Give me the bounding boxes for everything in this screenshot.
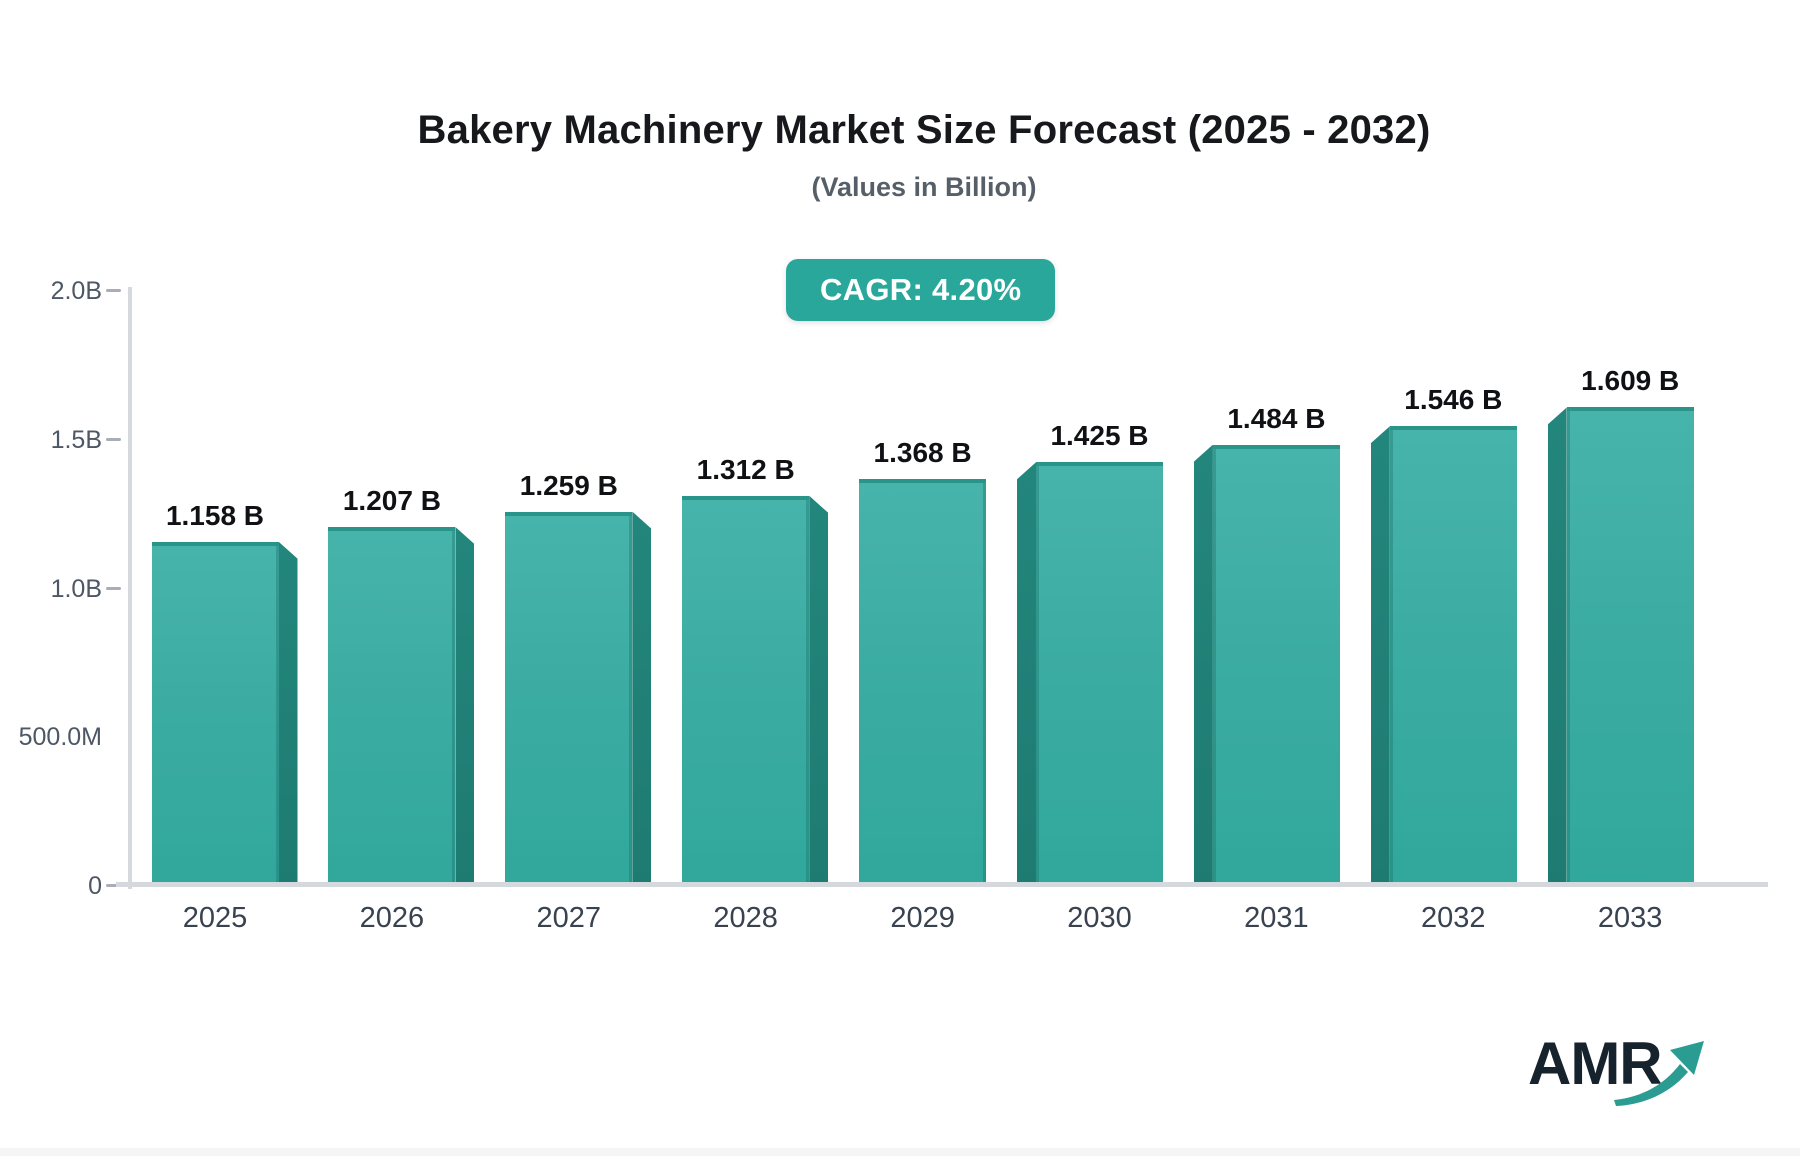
bar-value-label-2029: 1.368 B [873,437,972,469]
x-axis-line [116,882,1768,887]
y-axis-label-500.0M: 500.0M [18,723,102,752]
x-axis-label-2030: 2030 [1067,902,1132,934]
bar-side-2025 [278,541,298,886]
x-axis-label-2026: 2026 [359,902,425,934]
bar-side-2033 [1547,407,1567,886]
bar-value-label-2027: 1.259 B [519,469,618,501]
y-axis-tick [106,289,121,293]
x-axis-label-2031: 2031 [1244,902,1309,934]
y-axis-line [128,287,132,889]
y-axis-tick [106,586,121,590]
bar-value-label-2033: 1.609 B [1581,365,1680,397]
x-axis-label-2033: 2033 [1597,902,1663,934]
chart-title: Bakery Machinery Market Size Forecast (2… [417,108,1431,152]
bar-value-label-2028: 1.312 B [696,453,795,485]
bar-side-2026 [455,527,475,886]
bar-2032 [1389,426,1517,886]
bar-value-label-2030: 1.425 B [1050,420,1149,452]
cagr-badge-label: CAGR: 4.20% [820,272,1022,307]
bar-2031 [1212,444,1340,886]
y-axis-label-0: 0 [88,872,102,900]
x-axis-label-2025: 2025 [182,902,248,934]
bar-side-2031 [1193,444,1213,886]
y-axis-tick [106,437,121,441]
y-axis-label-1.0B: 1.0B [50,574,102,603]
y-axis-tick [106,884,121,887]
x-axis-label-2027: 2027 [536,902,602,934]
bar-2030 [1036,462,1163,886]
growth-arrow-icon [1614,1041,1704,1106]
bar-2026 [328,527,456,886]
bar-value-label-2032: 1.546 B [1404,384,1503,416]
x-axis-label-2032: 2032 [1421,902,1486,934]
y-axis-label-1.5B: 1.5B [50,425,102,454]
bar-2025 [151,541,279,886]
bar-side-2032 [1370,426,1390,886]
bar-value-label-2031: 1.484 B [1227,402,1326,434]
cagr-badge: CAGR: 4.20% [786,259,1056,321]
bar-value-label-2026: 1.207 B [342,485,441,517]
bar-2033 [1566,407,1694,886]
amr-logo-text: AMR [1528,1030,1663,1097]
bar-side-2030 [1017,462,1036,886]
bar-2027 [505,511,633,886]
bar-side-2028 [809,495,829,886]
amr-logo: AMR [1528,1026,1718,1116]
bar-side-2027 [632,511,652,886]
bar-2028 [682,495,810,886]
chart-subtitle: (Values in Billion) [811,172,1037,202]
y-axis-label-2.0B: 2.0B [50,277,102,306]
x-axis-label-2028: 2028 [713,902,778,934]
x-axis-label-2029: 2029 [890,902,955,934]
bar-value-label-2025: 1.158 B [165,499,265,531]
bar-2029 [859,479,987,886]
